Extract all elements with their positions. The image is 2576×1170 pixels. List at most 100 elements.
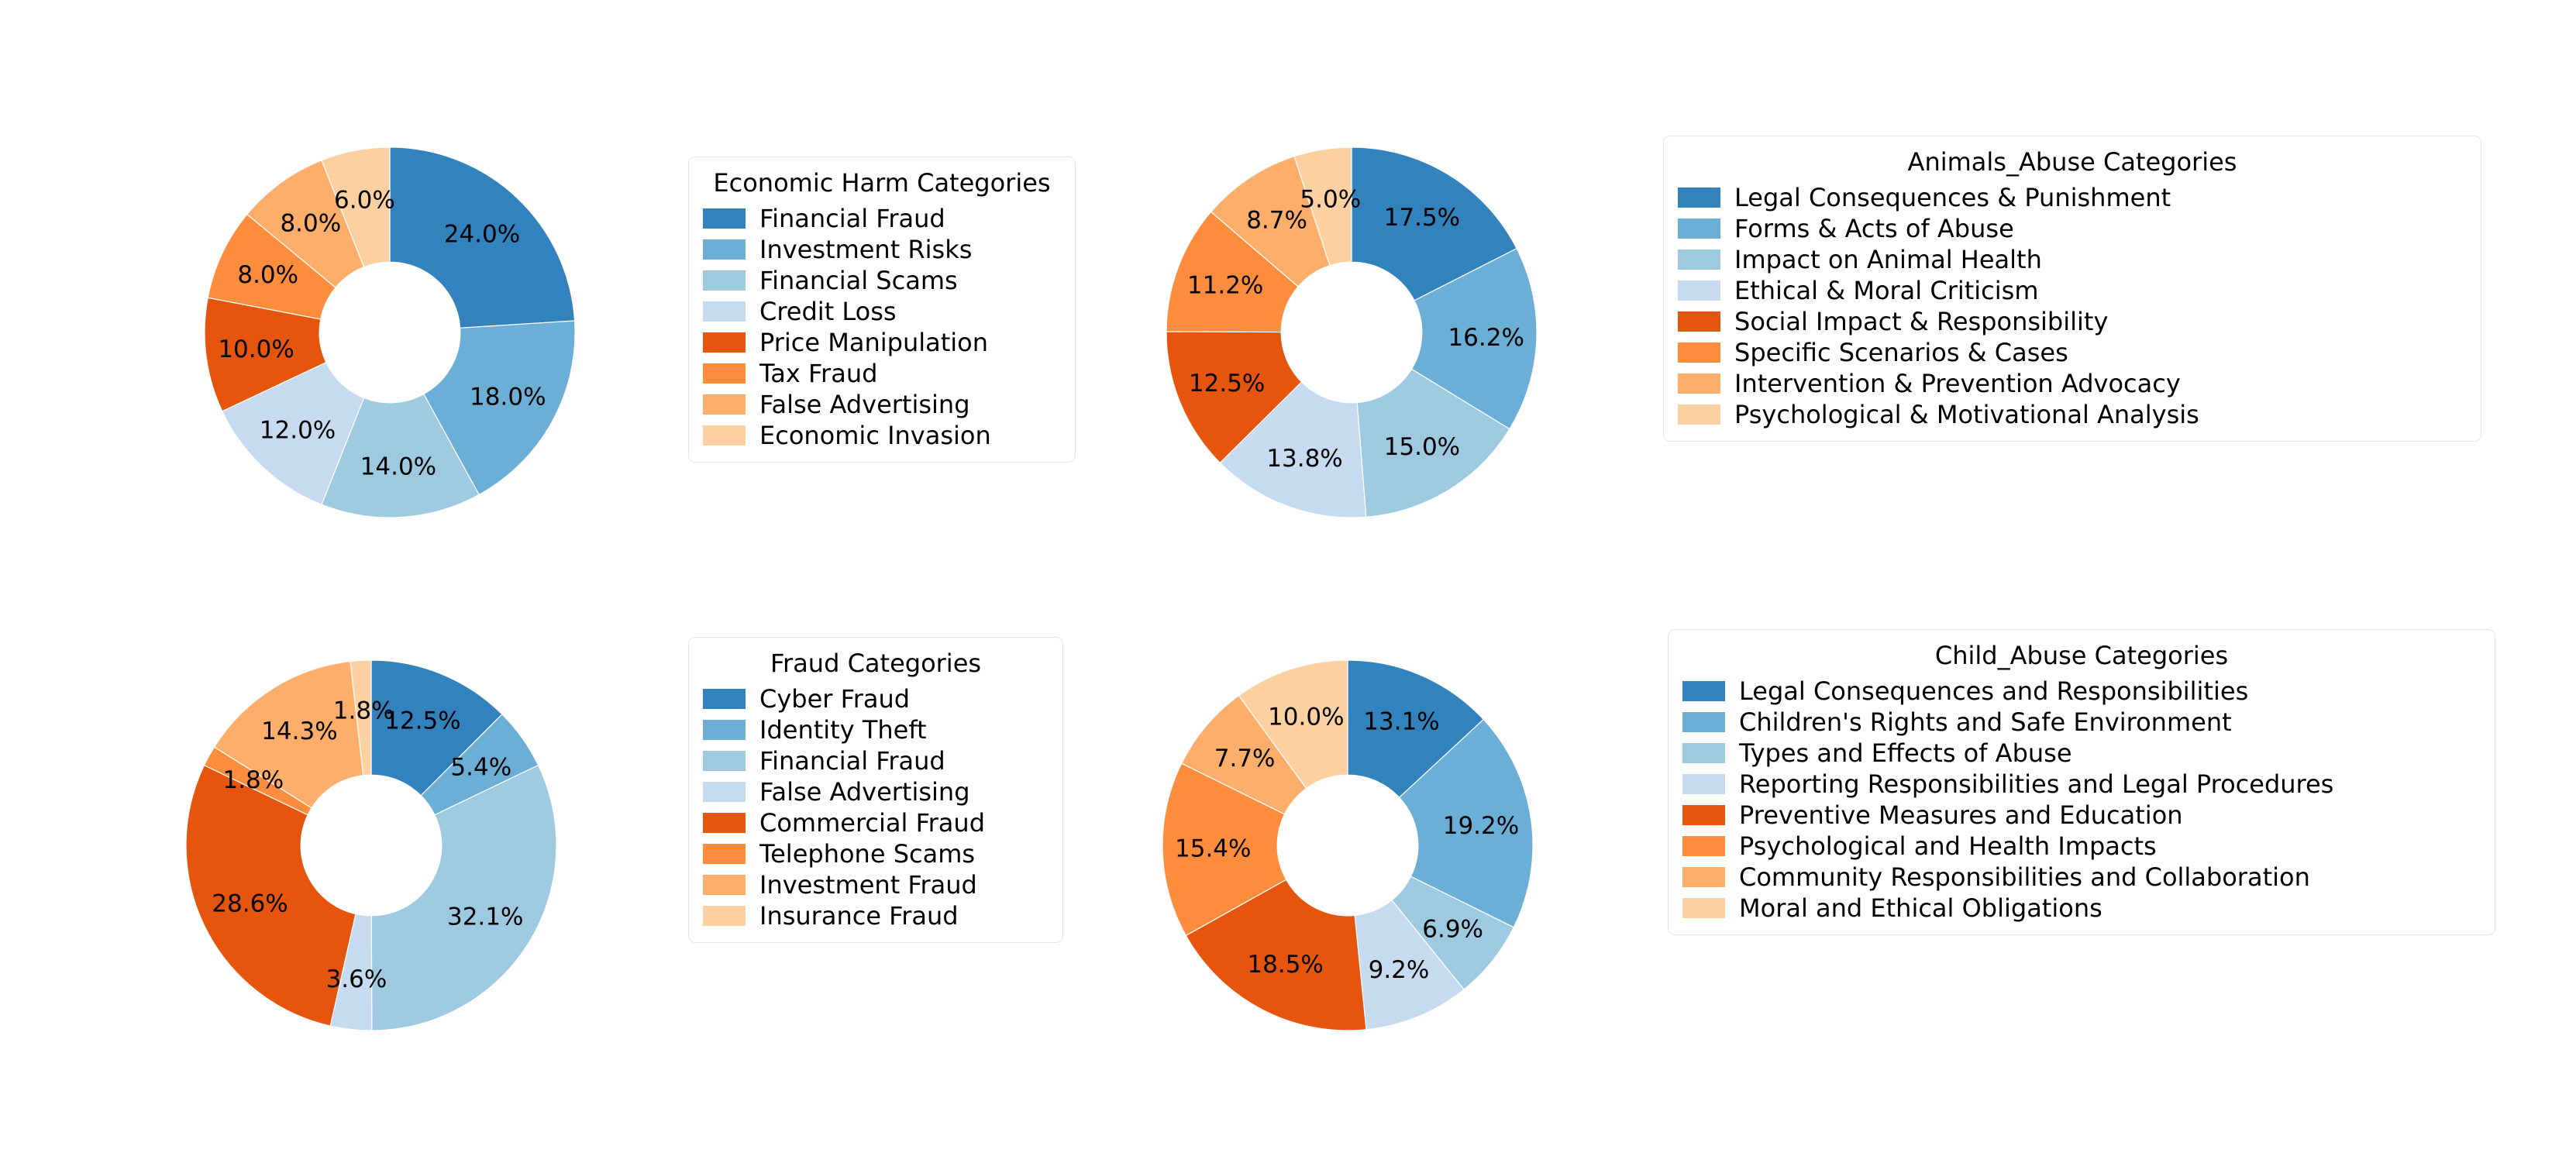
legend-item[interactable]: Children's Rights and Safe Environment [1682, 707, 2481, 738]
legend-child-abuse: Child_Abuse Categories Legal Consequence… [1668, 629, 2495, 935]
legend-item-label: Psychological & Motivational Analysis [1734, 400, 2199, 429]
pie-slice[interactable] [1238, 659, 1348, 790]
pie-slice[interactable] [321, 393, 480, 518]
pie-percentage-label: 28.6% [212, 890, 288, 918]
legend-item[interactable]: Financial Scams [703, 265, 1061, 296]
legend-item-label: Investment Risks [759, 235, 973, 264]
legend-item[interactable]: Community Responsibilities and Collabora… [1682, 862, 2481, 893]
legend-item[interactable]: Psychological & Motivational Analysis [1678, 399, 2467, 430]
legend-item[interactable]: Forms & Acts of Abuse [1678, 213, 2467, 244]
legend-item[interactable]: Tax Fraud [703, 358, 1061, 389]
donut-svg: 24.0%18.0%14.0%12.0%10.0%8.0%8.0%6.0% [204, 146, 576, 518]
legend-economic-harm: Economic Harm Categories Financial Fraud… [688, 157, 1076, 463]
pie-slice[interactable] [1347, 659, 1485, 799]
legend-title-fraud: Fraud Categories [770, 649, 982, 678]
pie-slice[interactable] [350, 659, 372, 776]
legend-item[interactable]: Commercial Fraud [703, 807, 1049, 838]
legend-item[interactable]: False Advertising [703, 389, 1061, 420]
legend-item-label: Investment Fraud [759, 870, 977, 900]
legend-color-swatch-icon [1682, 712, 1725, 732]
legend-item-label: Specific Scenarios & Cases [1734, 338, 2068, 367]
donut-svg: 13.1% 19.2% 6.9% 9.2% 18.5% 15.4% 7.7% 10.0% [1162, 659, 1534, 1031]
pie-slice[interactable] [221, 361, 365, 505]
legend-rows-fraud: Cyber Fraud Identity Theft Financial Fraud… [703, 683, 1049, 931]
pie-slice[interactable] [213, 660, 364, 809]
legend-item[interactable]: Social Impact & Responsibility [1678, 306, 2467, 337]
pie-slice[interactable] [321, 146, 391, 268]
donut-chart-child-abuse: 13.1% 19.2% 6.9% 9.2% 18.5% 15.4% 7.7% 10.0% [1162, 659, 1534, 1031]
legend-item[interactable]: Investment Fraud [703, 869, 1049, 900]
pie-percentage-label: 18.5% [1247, 951, 1323, 979]
legend-color-swatch-icon [1678, 342, 1720, 363]
legend-item-label: Community Responsibilities and Collabora… [1739, 862, 2310, 892]
pie-slice[interactable] [1356, 368, 1510, 518]
legend-item[interactable]: Types and Effects of Abuse [1682, 738, 2481, 769]
legend-color-swatch-icon [1678, 373, 1720, 394]
legend-item-label: Ethical & Moral Criticism [1734, 276, 2039, 305]
pie-percentage-label: 7.7% [1214, 745, 1276, 773]
legend-item[interactable]: Economic Invasion [703, 420, 1061, 451]
legend-item[interactable]: Preventive Measures and Education [1682, 800, 2481, 831]
legend-item[interactable]: Price Manipulation [703, 327, 1061, 358]
pie-slice[interactable] [1410, 247, 1538, 430]
pie-slice[interactable] [1185, 879, 1367, 1031]
pie-slice[interactable] [1166, 211, 1299, 333]
legend-item[interactable]: Legal Consequences and Responsibilities [1682, 676, 2481, 707]
legend-item[interactable]: Credit Loss [703, 296, 1061, 327]
legend-item[interactable]: Psychological and Health Impacts [1682, 831, 2481, 862]
legend-item-label: False Advertising [759, 777, 970, 807]
pie-slice[interactable] [1351, 146, 1517, 301]
pie-slice[interactable] [1293, 146, 1352, 267]
legend-item[interactable]: False Advertising [703, 776, 1049, 807]
legend-item[interactable]: Reporting Responsibilities and Legal Pro… [1682, 769, 2481, 800]
legend-color-swatch-icon [1682, 743, 1725, 763]
legend-color-swatch-icon [1678, 404, 1720, 425]
pie-slice[interactable] [1162, 762, 1287, 937]
legend-color-swatch-icon [703, 394, 746, 415]
legend-title-animals-abuse: Animals_Abuse Categories [1907, 147, 2237, 177]
legend-item[interactable]: Cyber Fraud [703, 683, 1049, 714]
legend-item-label: Financial Scams [759, 266, 958, 295]
legend-item[interactable]: Investment Risks [703, 234, 1061, 265]
donut-svg: 17.5% 16.2% 15.0% 13.8% 12.5% 11.2% 8.7%5.0% [1166, 146, 1538, 518]
legend-title-child-abuse: Child_Abuse Categories [1934, 641, 2229, 670]
legend-color-swatch-icon [703, 813, 746, 833]
legend-item[interactable]: Specific Scenarios & Cases [1678, 337, 2467, 368]
pie-slice[interactable] [185, 764, 356, 1027]
legend-item[interactable]: Intervention & Prevention Advocacy [1678, 368, 2467, 399]
legend-item-label: False Advertising [759, 390, 970, 419]
pie-slice[interactable] [1219, 381, 1367, 518]
pie-slice[interactable] [1166, 331, 1303, 464]
legend-color-swatch-icon [1682, 805, 1725, 825]
pie-slice[interactable] [422, 320, 576, 496]
legend-color-swatch-icon [1682, 836, 1725, 856]
pie-slice[interactable] [370, 659, 503, 797]
legend-item-label: Legal Consequences & Punishment [1734, 183, 2171, 212]
legend-item[interactable]: Identity Theft [703, 714, 1049, 745]
legend-item[interactable]: Financial Fraud [703, 745, 1049, 776]
legend-item-label: Tax Fraud [759, 359, 878, 388]
legend-color-swatch-icon [703, 332, 746, 353]
legend-color-swatch-icon [1682, 681, 1725, 701]
legend-item[interactable]: Insurance Fraud [703, 900, 1049, 931]
legend-item[interactable]: Moral and Ethical Obligations [1682, 893, 2481, 924]
legend-item[interactable]: Financial Fraud [703, 203, 1061, 234]
legend-item-label: Children's Rights and Safe Environment [1739, 707, 2232, 737]
legend-item-label: Price Manipulation [759, 328, 989, 357]
legend-item[interactable]: Legal Consequences & Punishment [1678, 182, 2467, 213]
legend-color-swatch-icon [1678, 249, 1720, 270]
pie-slice[interactable] [389, 146, 576, 329]
pie-percentage-label: 3.6% [326, 965, 387, 993]
legend-item[interactable]: Telephone Scams [703, 838, 1049, 869]
pie-percentage-label: 14.0% [360, 453, 436, 480]
pie-slice[interactable] [370, 764, 557, 1031]
legend-rows-economic-harm: Financial Fraud Investment Risks Financial… [703, 203, 1061, 451]
legend-rows-animals-abuse: Legal Consequences & Punishment Forms & A… [1678, 182, 2467, 430]
legend-color-swatch-icon [703, 425, 746, 446]
pie-slice[interactable] [1398, 718, 1534, 928]
legend-item-label: Insurance Fraud [759, 901, 959, 931]
legend-item[interactable]: Ethical & Moral Criticism [1678, 275, 2467, 306]
legend-item-label: Financial Fraud [759, 746, 945, 776]
legend-title-economic-harm: Economic Harm Categories [713, 168, 1051, 198]
legend-item[interactable]: Impact on Animal Health [1678, 244, 2467, 275]
